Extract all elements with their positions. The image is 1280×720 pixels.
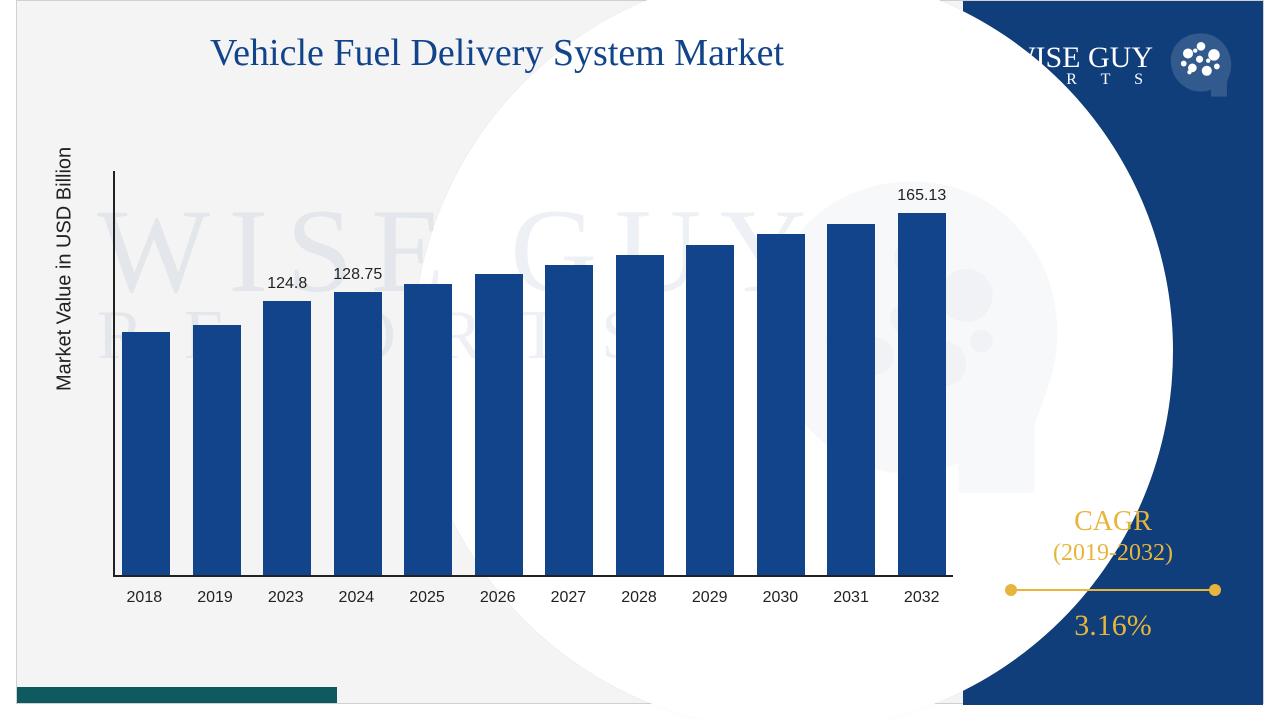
bar [616, 255, 664, 575]
bar [334, 292, 382, 575]
bar-chart: Market Value in USD Billion 124.8128.751… [73, 171, 953, 611]
bars-container: 124.8 128.75 165.13 [115, 171, 953, 575]
bar-2025 [403, 258, 454, 575]
bar [193, 325, 241, 575]
x-tick-label: 2027 [543, 581, 594, 611]
bar-2029 [685, 219, 736, 575]
y-axis-label: Market Value in USD Billion [54, 147, 77, 391]
cagr-range: (2019-2032) [1003, 540, 1223, 567]
bar [898, 213, 946, 575]
bar-value-label: 128.75 [333, 266, 382, 286]
bar [827, 224, 875, 575]
x-tick-label: 2024 [331, 581, 382, 611]
brand-head-icon [1165, 29, 1237, 101]
cagr-panel: CAGR (2019-2032) 3.16% [1003, 506, 1223, 643]
plot-area: 124.8 128.75 165.13 [113, 171, 953, 577]
bar-value-label: 165.13 [897, 187, 946, 207]
footer-accent-bar [17, 687, 337, 703]
cagr-value: 3.16% [1003, 609, 1223, 643]
bar-2027 [544, 239, 595, 575]
x-tick-label: 2031 [826, 581, 877, 611]
x-tick-label: 2018 [119, 581, 170, 611]
report-frame: WISE GUY REPORTS Vehicle Fuel Delivery S… [16, 0, 1264, 704]
bar [122, 332, 170, 575]
x-tick-label: 2026 [472, 581, 523, 611]
x-axis-labels: 2018 2019 2023 2024 2025 2026 2027 2028 2029 2030… [113, 581, 953, 611]
x-tick-label: 2028 [614, 581, 665, 611]
cagr-divider [1011, 589, 1215, 591]
bar-2024: 128.75 [333, 266, 384, 575]
bar [757, 234, 805, 575]
bar-2019 [192, 299, 243, 575]
bar-value-label: 124.8 [267, 275, 307, 295]
x-tick-label: 2032 [896, 581, 947, 611]
bar-2028 [615, 229, 666, 575]
cagr-title: CAGR [1003, 506, 1223, 538]
bar [475, 274, 523, 575]
bar [404, 284, 452, 575]
bar-2026 [474, 248, 525, 575]
brand-logo: WISE GUY R E P O R T S [930, 29, 1237, 101]
bar-2023: 124.8 [262, 275, 313, 575]
brand-line2: R E P O R T S [930, 71, 1153, 89]
x-tick-label: 2029 [684, 581, 735, 611]
chart-title: Vehicle Fuel Delivery System Market [17, 31, 977, 75]
x-tick-label: 2025 [402, 581, 453, 611]
bar [545, 265, 593, 575]
brand-line1: WISE GUY [930, 41, 1153, 75]
x-tick-label: 2030 [755, 581, 806, 611]
x-tick-label: 2023 [260, 581, 311, 611]
bar-2032: 165.13 [897, 187, 948, 575]
bar-2030 [756, 208, 807, 575]
bar [263, 301, 311, 575]
bar-2018 [121, 306, 172, 575]
x-tick-label: 2019 [190, 581, 241, 611]
bar-2031 [826, 198, 877, 575]
bar [686, 245, 734, 575]
